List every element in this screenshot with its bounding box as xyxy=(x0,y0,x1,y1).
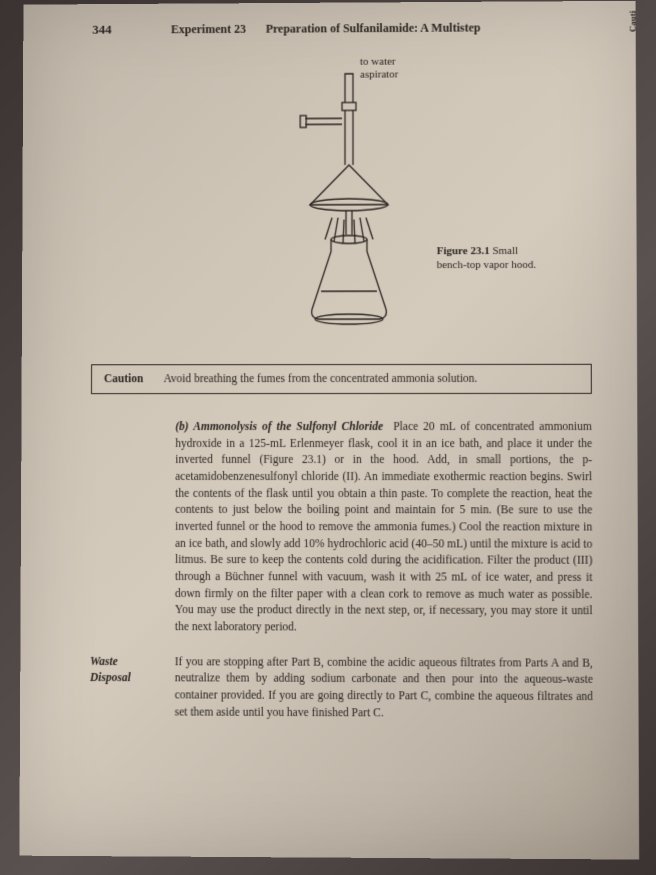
ammonolysis-section: (b) Ammonolysis of the Sulfonyl Chloride… xyxy=(175,419,593,637)
waste-label-2: Disposal xyxy=(90,672,131,684)
caution-text: Avoid breathing the fumes from the conce… xyxy=(163,373,477,385)
chapter-title: Preparation of Sulfanilamide: A Multiste… xyxy=(266,20,591,37)
ammonolysis-body: Place 20 mL of concentrated ammonium hyd… xyxy=(175,421,593,634)
figure-caption-1: Small xyxy=(492,245,518,257)
waste-label-1: Waste xyxy=(90,656,118,668)
ammonolysis-lead: (b) Ammonolysis of the Sulfonyl Chloride xyxy=(175,421,383,433)
waste-label: Waste Disposal xyxy=(90,654,175,721)
page-number: 344 xyxy=(92,22,111,38)
waste-section: Waste Disposal If you are stopping after… xyxy=(90,654,593,723)
textbook-page: 344 Experiment 23 Preparation of Sulfani… xyxy=(19,1,639,860)
caution-label: Caution xyxy=(104,373,143,385)
waste-body: If you are stopping after Part B, combin… xyxy=(175,654,593,723)
page-header: 344 Experiment 23 Preparation of Sulfani… xyxy=(92,19,590,38)
aspirator-line1: to water xyxy=(360,56,396,68)
experiment-number: Experiment 23 xyxy=(171,22,246,37)
apparatus-diagram xyxy=(250,70,430,329)
figure-area: to water aspirator xyxy=(91,55,591,335)
figure-caption: Figure 23.1 Small bench-top vapor hood. xyxy=(437,244,537,273)
figure-number: Figure 23.1 xyxy=(437,245,490,257)
figure-caption-2: bench-top vapor hood. xyxy=(437,259,537,271)
caution-box: Caution Avoid breathing the fumes from t… xyxy=(91,364,592,394)
margin-label: Cauti xyxy=(628,11,638,32)
